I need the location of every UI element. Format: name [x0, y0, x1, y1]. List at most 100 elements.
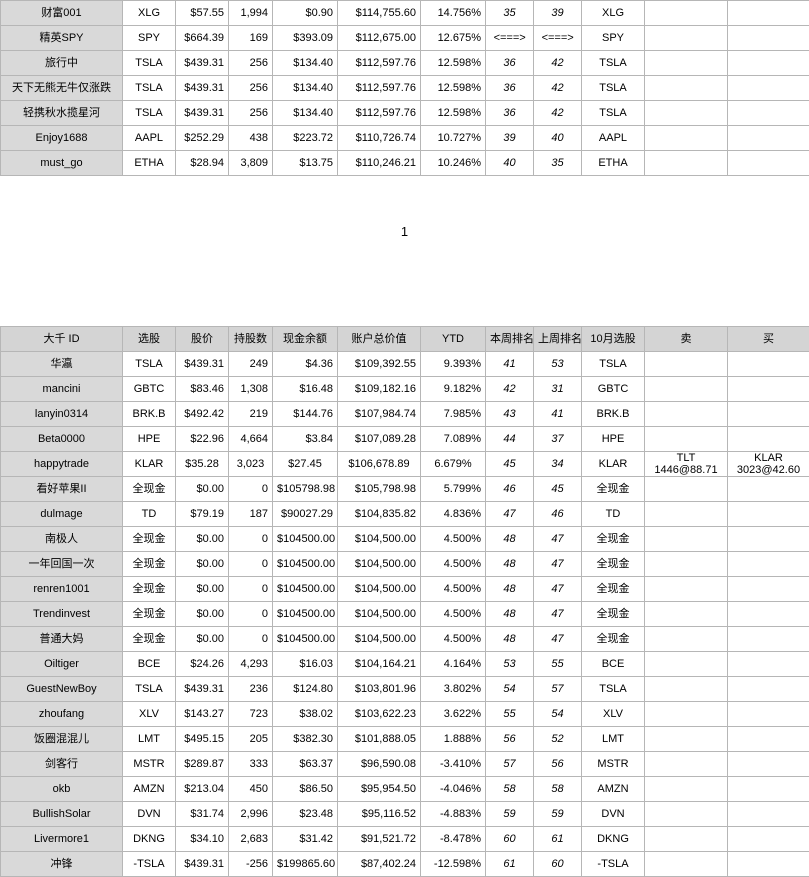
cell-rank-this[interactable]: 56: [486, 727, 534, 752]
cell-sell[interactable]: [645, 677, 728, 702]
cell-cash[interactable]: $3.84: [273, 427, 338, 452]
cell-rank-last[interactable]: 34: [534, 452, 582, 477]
cell-total-value[interactable]: $91,521.72: [338, 827, 421, 852]
cell-shares[interactable]: 3,809: [229, 151, 273, 176]
cell-player-id[interactable]: GuestNewBoy: [1, 677, 123, 702]
cell-cash[interactable]: $134.40: [273, 101, 338, 126]
cell-shares[interactable]: 450: [229, 777, 273, 802]
cell-ytd[interactable]: 9.182%: [421, 377, 486, 402]
cell-price[interactable]: $83.46: [176, 377, 229, 402]
cell-ytd[interactable]: 7.089%: [421, 427, 486, 452]
cell-sell[interactable]: [645, 577, 728, 602]
cell-cash[interactable]: $86.50: [273, 777, 338, 802]
cell-oct-pick[interactable]: AMZN: [582, 777, 645, 802]
cell-total-value[interactable]: $104,164.21: [338, 652, 421, 677]
cell-rank-last[interactable]: <===>: [534, 26, 582, 51]
cell-price[interactable]: $0.00: [176, 602, 229, 627]
cell-pick[interactable]: LMT: [123, 727, 176, 752]
cell-total-value[interactable]: $109,182.16: [338, 377, 421, 402]
cell-rank-this[interactable]: 54: [486, 677, 534, 702]
cell-buy[interactable]: [728, 777, 809, 802]
cell-cash[interactable]: $104500.00: [273, 527, 338, 552]
cell-oct-pick[interactable]: TSLA: [582, 51, 645, 76]
cell-buy[interactable]: [728, 652, 809, 677]
cell-sell[interactable]: [645, 151, 728, 176]
cell-player-id[interactable]: 华瀛: [1, 352, 123, 377]
column-header-buy[interactable]: 买: [728, 327, 809, 352]
cell-shares[interactable]: 0: [229, 527, 273, 552]
column-header-shares[interactable]: 持股数: [229, 327, 273, 352]
cell-cash[interactable]: $104500.00: [273, 577, 338, 602]
cell-shares[interactable]: 438: [229, 126, 273, 151]
cell-rank-last[interactable]: 39: [534, 1, 582, 26]
cell-buy[interactable]: [728, 502, 809, 527]
cell-pick[interactable]: 全现金: [123, 552, 176, 577]
cell-buy[interactable]: [728, 76, 809, 101]
cell-ytd[interactable]: -8.478%: [421, 827, 486, 852]
cell-sell[interactable]: [645, 727, 728, 752]
cell-cash[interactable]: $223.72: [273, 126, 338, 151]
cell-pick[interactable]: GBTC: [123, 377, 176, 402]
cell-oct-pick[interactable]: DVN: [582, 802, 645, 827]
cell-ytd[interactable]: 4.500%: [421, 577, 486, 602]
cell-rank-this[interactable]: 40: [486, 151, 534, 176]
cell-shares[interactable]: 1,994: [229, 1, 273, 26]
cell-oct-pick[interactable]: TSLA: [582, 76, 645, 101]
cell-price[interactable]: $439.31: [176, 51, 229, 76]
cell-oct-pick[interactable]: AAPL: [582, 126, 645, 151]
cell-sell[interactable]: [645, 702, 728, 727]
cell-sell[interactable]: [645, 76, 728, 101]
cell-pick[interactable]: SPY: [123, 26, 176, 51]
cell-ytd[interactable]: 4.500%: [421, 527, 486, 552]
cell-rank-last[interactable]: 46: [534, 502, 582, 527]
cell-cash[interactable]: $382.30: [273, 727, 338, 752]
cell-rank-this[interactable]: 36: [486, 51, 534, 76]
cell-buy[interactable]: [728, 26, 809, 51]
cell-ytd[interactable]: 1.888%: [421, 727, 486, 752]
cell-rank-last[interactable]: 60: [534, 852, 582, 877]
cell-price[interactable]: $439.31: [176, 101, 229, 126]
cell-ytd[interactable]: 4.500%: [421, 552, 486, 577]
cell-oct-pick[interactable]: 全现金: [582, 627, 645, 652]
cell-rank-this[interactable]: 36: [486, 76, 534, 101]
cell-total-value[interactable]: $114,755.60: [338, 1, 421, 26]
cell-shares[interactable]: 256: [229, 76, 273, 101]
cell-cash[interactable]: $104500.00: [273, 627, 338, 652]
cell-player-id[interactable]: 轻携秋水揽星河: [1, 101, 123, 126]
cell-oct-pick[interactable]: HPE: [582, 427, 645, 452]
cell-rank-last[interactable]: 58: [534, 777, 582, 802]
cell-pick[interactable]: TSLA: [123, 101, 176, 126]
cell-shares[interactable]: 0: [229, 627, 273, 652]
cell-oct-pick[interactable]: 全现金: [582, 577, 645, 602]
cell-price[interactable]: $34.10: [176, 827, 229, 852]
cell-rank-this[interactable]: 36: [486, 101, 534, 126]
cell-pick[interactable]: MSTR: [123, 752, 176, 777]
cell-player-id[interactable]: zhoufang: [1, 702, 123, 727]
cell-pick[interactable]: 全现金: [123, 477, 176, 502]
cell-rank-this[interactable]: 57: [486, 752, 534, 777]
cell-price[interactable]: $492.42: [176, 402, 229, 427]
cell-oct-pick[interactable]: LMT: [582, 727, 645, 752]
cell-price[interactable]: $0.00: [176, 577, 229, 602]
cell-total-value[interactable]: $104,835.82: [338, 502, 421, 527]
cell-total-value[interactable]: $110,246.21: [338, 151, 421, 176]
cell-player-id[interactable]: 普通大妈: [1, 627, 123, 652]
cell-oct-pick[interactable]: DKNG: [582, 827, 645, 852]
cell-sell[interactable]: [645, 627, 728, 652]
cell-pick[interactable]: DKNG: [123, 827, 176, 852]
cell-cash[interactable]: $13.75: [273, 151, 338, 176]
cell-cash[interactable]: $104500.00: [273, 552, 338, 577]
cell-rank-last[interactable]: 40: [534, 126, 582, 151]
cell-player-id[interactable]: lanyin0314: [1, 402, 123, 427]
cell-player-id[interactable]: mancini: [1, 377, 123, 402]
